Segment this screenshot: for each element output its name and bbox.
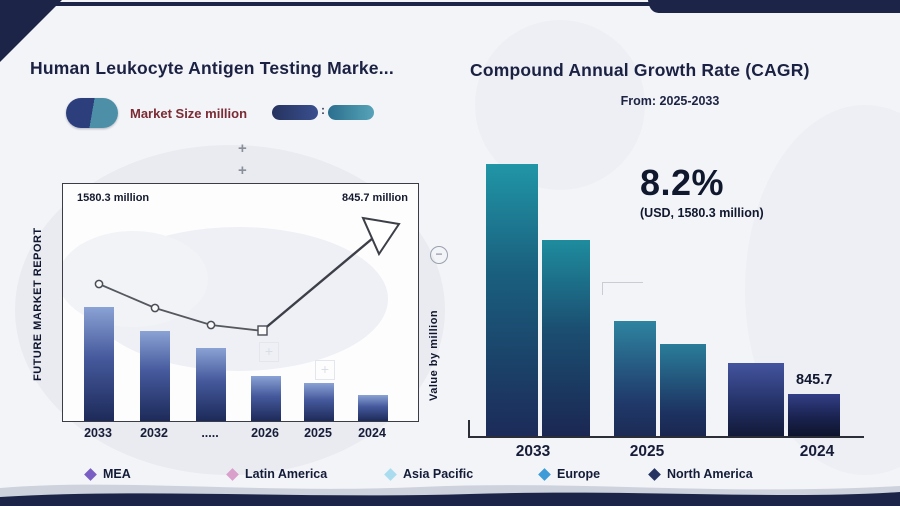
plus-decoration-1: +: [238, 140, 247, 157]
legend-label-north-america: North America: [667, 467, 753, 481]
europe-diamond-icon: [538, 467, 551, 481]
minus-zoom-icon: −: [430, 246, 448, 264]
left-chart-panel: + + 1580.3 million 845.7 million: [62, 183, 419, 422]
forecast-arrow-shaft: [262, 237, 374, 331]
bar-2032: [140, 330, 170, 421]
market-size-legend-label: Market Size million: [130, 106, 248, 121]
trend-marker-3: [206, 320, 216, 330]
x-label-2032: 2032: [140, 426, 168, 440]
top-border-line: [34, 2, 656, 6]
right-title: Compound Annual Growth Rate (CAGR): [470, 60, 810, 80]
toggle-divider: :: [321, 103, 325, 117]
right-subtitle: From: 2025-2033: [620, 94, 720, 108]
rbar-2025-a: [614, 321, 656, 436]
legend-item-north-america: North America: [648, 467, 753, 481]
plus-decoration-2: +: [238, 162, 247, 179]
rbar-2025-b: [660, 343, 706, 436]
x-label-dots: .....: [201, 426, 219, 440]
value-by-million-label: Value by million: [428, 309, 440, 401]
value-2024-label: 845.7 million: [341, 192, 408, 204]
left-title: Human Leukocyte Antigen Testing Marke...: [30, 58, 394, 78]
legend-item-asia-pacific: Asia Pacific: [384, 467, 474, 481]
rbar-2024-a: [728, 363, 784, 436]
legend-item-europe: Europe: [538, 467, 601, 481]
legend-label-asia-pacific: Asia Pacific: [403, 467, 474, 481]
legend-label-latin-america: Latin America: [245, 467, 328, 481]
right-chart-area: [470, 156, 864, 436]
x-label-2033: 2033: [84, 426, 112, 440]
toggle-pill-left: [272, 105, 318, 120]
left-chart-x-axis: 2033 2032 ..... 2026 2025 2024: [62, 426, 417, 444]
right-chart-axis-line: [468, 436, 864, 438]
bar-2033: [84, 307, 114, 421]
asia-pacific-diamond-icon: [384, 467, 397, 481]
future-market-report-label: FUTURE MARKET REPORT: [32, 227, 44, 382]
latin-america-diamond-icon: [226, 467, 239, 481]
cagr-note: (USD, 1580.3 million): [640, 206, 764, 220]
rx-label-2025: 2025: [629, 443, 665, 460]
decorative-bracket: [602, 282, 643, 295]
mea-diamond-icon: [84, 467, 97, 481]
rbar-2033-a: [486, 164, 538, 436]
trend-bend-marker: [257, 325, 268, 336]
corner-wedge: [0, 0, 62, 62]
legend-item-mea: MEA: [84, 467, 131, 481]
market-size-capsule-icon: [66, 98, 118, 128]
rx-label-2033: 2033: [515, 443, 551, 460]
trend-polyline: [98, 283, 264, 332]
bar-dots: [196, 347, 226, 421]
panel-cloud-blob-2: [63, 231, 208, 327]
forecast-arrow-head: [361, 216, 401, 257]
value-845-label: 845.7: [796, 372, 833, 388]
right-chart-axis-tick: [468, 420, 470, 436]
bar-2026: [251, 375, 281, 421]
legend-label-europe: Europe: [557, 467, 601, 481]
trend-marker-1: [94, 279, 104, 289]
x-label-2025: 2025: [304, 426, 332, 440]
ghost-plus-1: +: [259, 342, 279, 362]
legend-item-latin-america: Latin America: [226, 467, 328, 481]
bar-2024: [358, 394, 388, 421]
x-label-2024: 2024: [358, 426, 386, 440]
x-label-2026: 2026: [251, 426, 279, 440]
cagr-value: 8.2%: [640, 162, 725, 203]
rbar-2033-b: [542, 240, 590, 436]
trend-marker-2: [150, 303, 160, 313]
value-2033-label: 1580.3 million: [77, 192, 150, 204]
trend-line-overlay: [94, 216, 401, 336]
bottom-wave-navy: [0, 492, 900, 506]
rx-label-2024: 2024: [799, 443, 835, 460]
legend-label-mea: MEA: [103, 467, 131, 481]
rbar-2024-b: [788, 394, 840, 436]
toggle-pill-right: [328, 105, 374, 120]
top-right-band: [648, 0, 900, 13]
blob-top: [475, 20, 645, 190]
ghost-plus-2: +: [315, 360, 335, 380]
north-america-diamond-icon: [648, 467, 661, 481]
bar-2025: [304, 383, 334, 421]
